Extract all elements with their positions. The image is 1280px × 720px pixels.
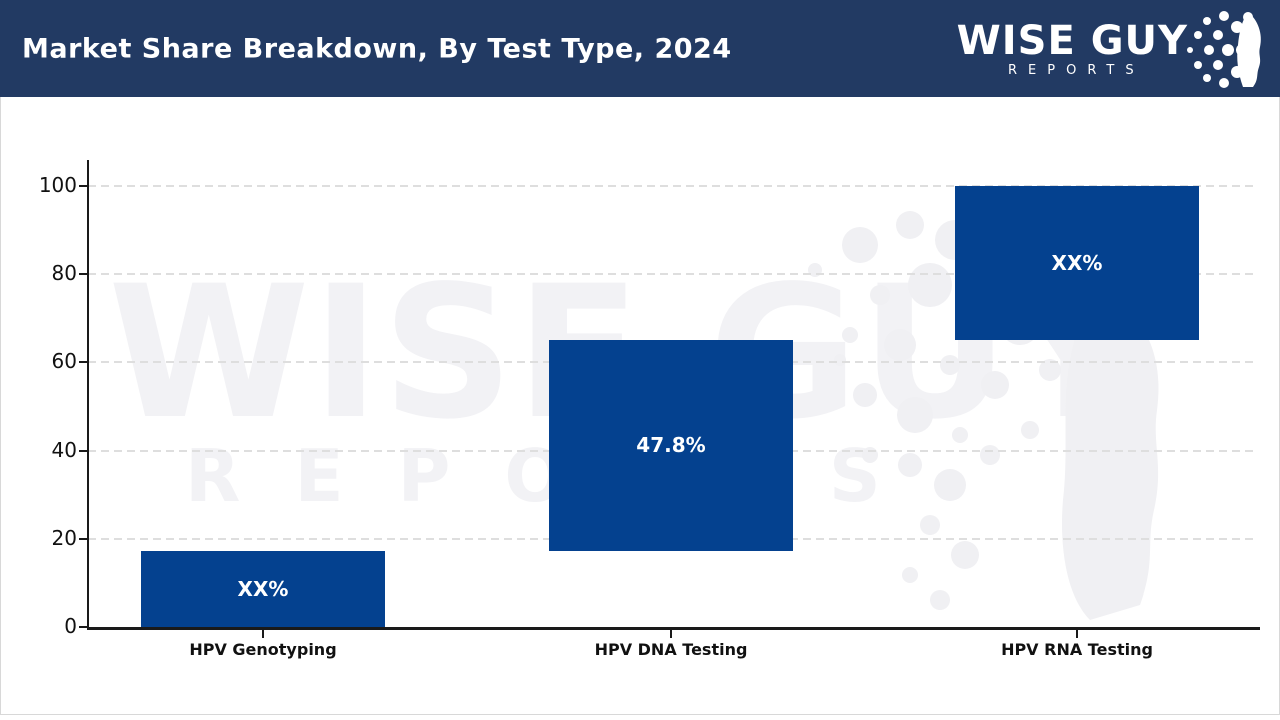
x-tick-mark <box>1076 630 1078 638</box>
logo-subtext: REPORTS <box>1008 63 1145 78</box>
gridline <box>88 273 1256 276</box>
bar: 47.8% <box>549 339 793 551</box>
y-axis <box>87 160 89 630</box>
wiseguy-logo: WISE GUY REPORTS <box>957 8 1266 90</box>
y-tick-mark <box>79 185 87 187</box>
y-tick-mark <box>79 361 87 364</box>
x-axis <box>88 627 1260 630</box>
y-tick-mark <box>79 626 87 628</box>
y-tick-label: 60 <box>51 349 77 374</box>
y-tick-mark <box>79 273 87 276</box>
y-tick-label: 20 <box>51 525 77 550</box>
x-tick-label: HPV DNA Testing <box>594 640 748 659</box>
bar: XX% <box>955 186 1199 340</box>
x-tick-mark <box>670 630 672 638</box>
y-tick-label: 0 <box>64 614 77 638</box>
y-tick-label: 40 <box>51 437 77 462</box>
header: Market Share Breakdown, By Test Type, 20… <box>0 0 1280 97</box>
y-tick-label: 100 <box>38 173 77 197</box>
bar-value-label: 47.8% <box>636 433 706 458</box>
y-tick-label: 80 <box>51 261 77 286</box>
y-tick-mark <box>79 449 87 452</box>
x-tick-label: HPV Genotyping <box>189 640 337 659</box>
x-tick-mark <box>262 630 264 638</box>
logo-wordmark: WISE GUY <box>956 18 1188 64</box>
logo-text: WISE GUY REPORTS <box>957 20 1188 78</box>
x-tick-label: HPV RNA Testing <box>1001 640 1153 659</box>
bar: XX% <box>141 550 385 627</box>
page-title: Market Share Breakdown, By Test Type, 20… <box>22 33 732 64</box>
y-tick-mark <box>79 537 87 540</box>
logo-face-icon <box>1187 11 1261 88</box>
bar-value-label: XX% <box>1051 250 1103 275</box>
gridline <box>88 185 1256 187</box>
bar-value-label: XX% <box>237 576 289 601</box>
